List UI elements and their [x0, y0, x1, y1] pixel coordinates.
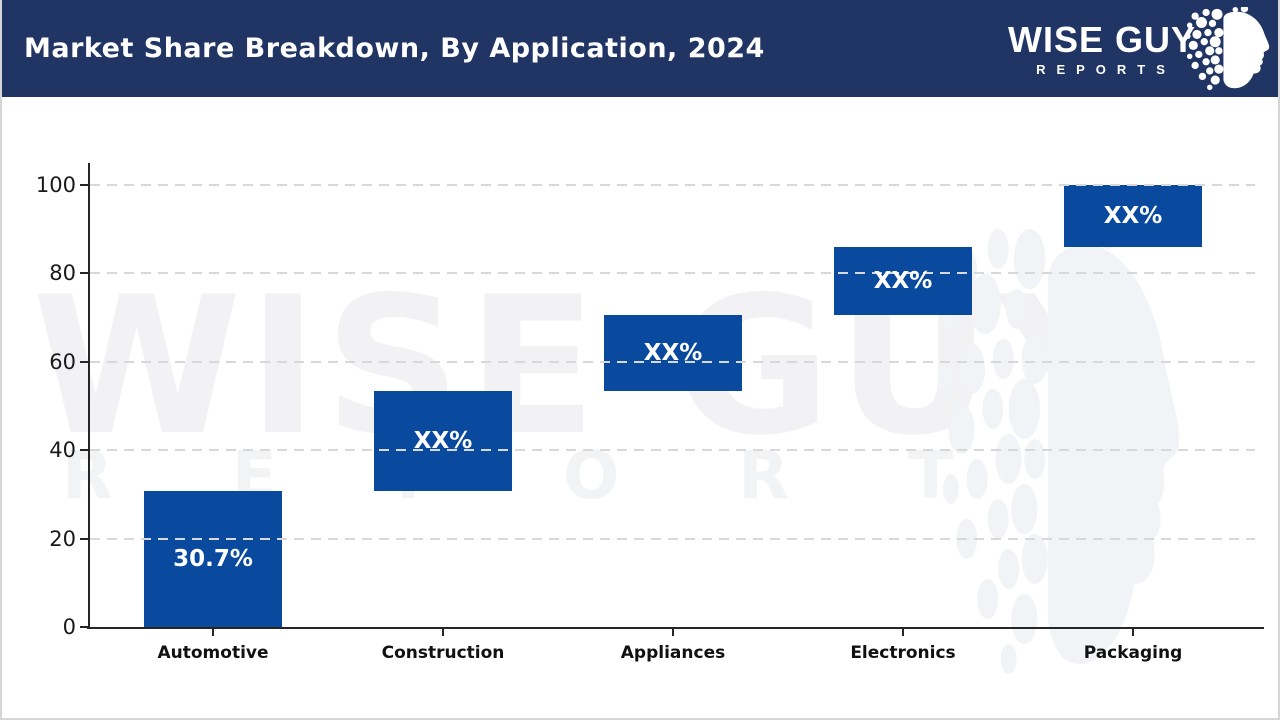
- gridline-100: [90, 184, 1255, 186]
- x-tick-mark: [902, 629, 904, 636]
- gridline-40: [90, 449, 1255, 452]
- dotted-face-profile-icon: [1185, 7, 1270, 91]
- logo-wordmark: WISE GUY REPORTS: [1007, 19, 1196, 78]
- gridline-20: [90, 537, 1255, 540]
- chart-title: Market Share Breakdown, By Application, …: [24, 33, 765, 64]
- x-tick-mark: [672, 629, 674, 636]
- chart-area: WISE GUY R E P O R T S 0 20 40 60 80 100 30.7%…: [2, 97, 1278, 718]
- bar-value-label: XX%: [1103, 202, 1163, 229]
- y-tick-label: 40: [49, 438, 76, 463]
- x-axis-label-construction: Construction: [381, 643, 505, 663]
- logo-line2: REPORTS: [1036, 62, 1176, 77]
- bar-construction: [374, 390, 512, 492]
- bar-value-label: XX%: [873, 267, 933, 294]
- bar-value-label: 30.7%: [173, 546, 253, 573]
- x-axis-label-electronics: Electronics: [850, 643, 956, 663]
- bar-value-label: XX%: [413, 427, 473, 454]
- y-tick-label: 0: [62, 615, 76, 639]
- bar-automotive: [144, 491, 282, 627]
- y-tick-label: 80: [49, 261, 76, 286]
- y-tick-label: 100: [35, 173, 76, 197]
- bar-electronics: [834, 246, 972, 315]
- bar-packaging: [1064, 185, 1202, 247]
- x-tick-mark: [212, 629, 214, 636]
- y-tick-mark: [80, 626, 88, 628]
- chart-plot: 0 20 40 60 80 100 30.7% Automotive XX% Constructi…: [2, 97, 1278, 718]
- x-axis-label-automotive: Automotive: [157, 643, 269, 663]
- bar-appliances: [604, 314, 742, 391]
- y-tick-label: 60: [49, 349, 76, 374]
- bar-value-label: XX%: [643, 339, 703, 366]
- wiseguy-logo: WISE GUY REPORTS: [1008, 6, 1276, 92]
- x-axis-label-appliances: Appliances: [620, 643, 726, 663]
- y-tick-mark: [80, 449, 88, 452]
- x-axis-spine: [87, 627, 1264, 629]
- gridline-60: [90, 360, 1255, 363]
- gridline-80: [90, 272, 1255, 275]
- y-axis-spine: [88, 163, 90, 629]
- x-tick-mark: [442, 629, 444, 636]
- y-tick-label: 20: [49, 526, 76, 551]
- y-tick-mark: [80, 360, 88, 363]
- header-bar: Market Share Breakdown, By Application, …: [2, 0, 1278, 97]
- x-axis-label-packaging: Packaging: [1083, 643, 1183, 663]
- y-tick-mark: [80, 184, 88, 186]
- x-tick-mark: [1132, 629, 1134, 636]
- y-tick-mark: [80, 272, 88, 275]
- y-tick-mark: [80, 537, 88, 540]
- logo-line1: WISE GUY: [1007, 19, 1196, 60]
